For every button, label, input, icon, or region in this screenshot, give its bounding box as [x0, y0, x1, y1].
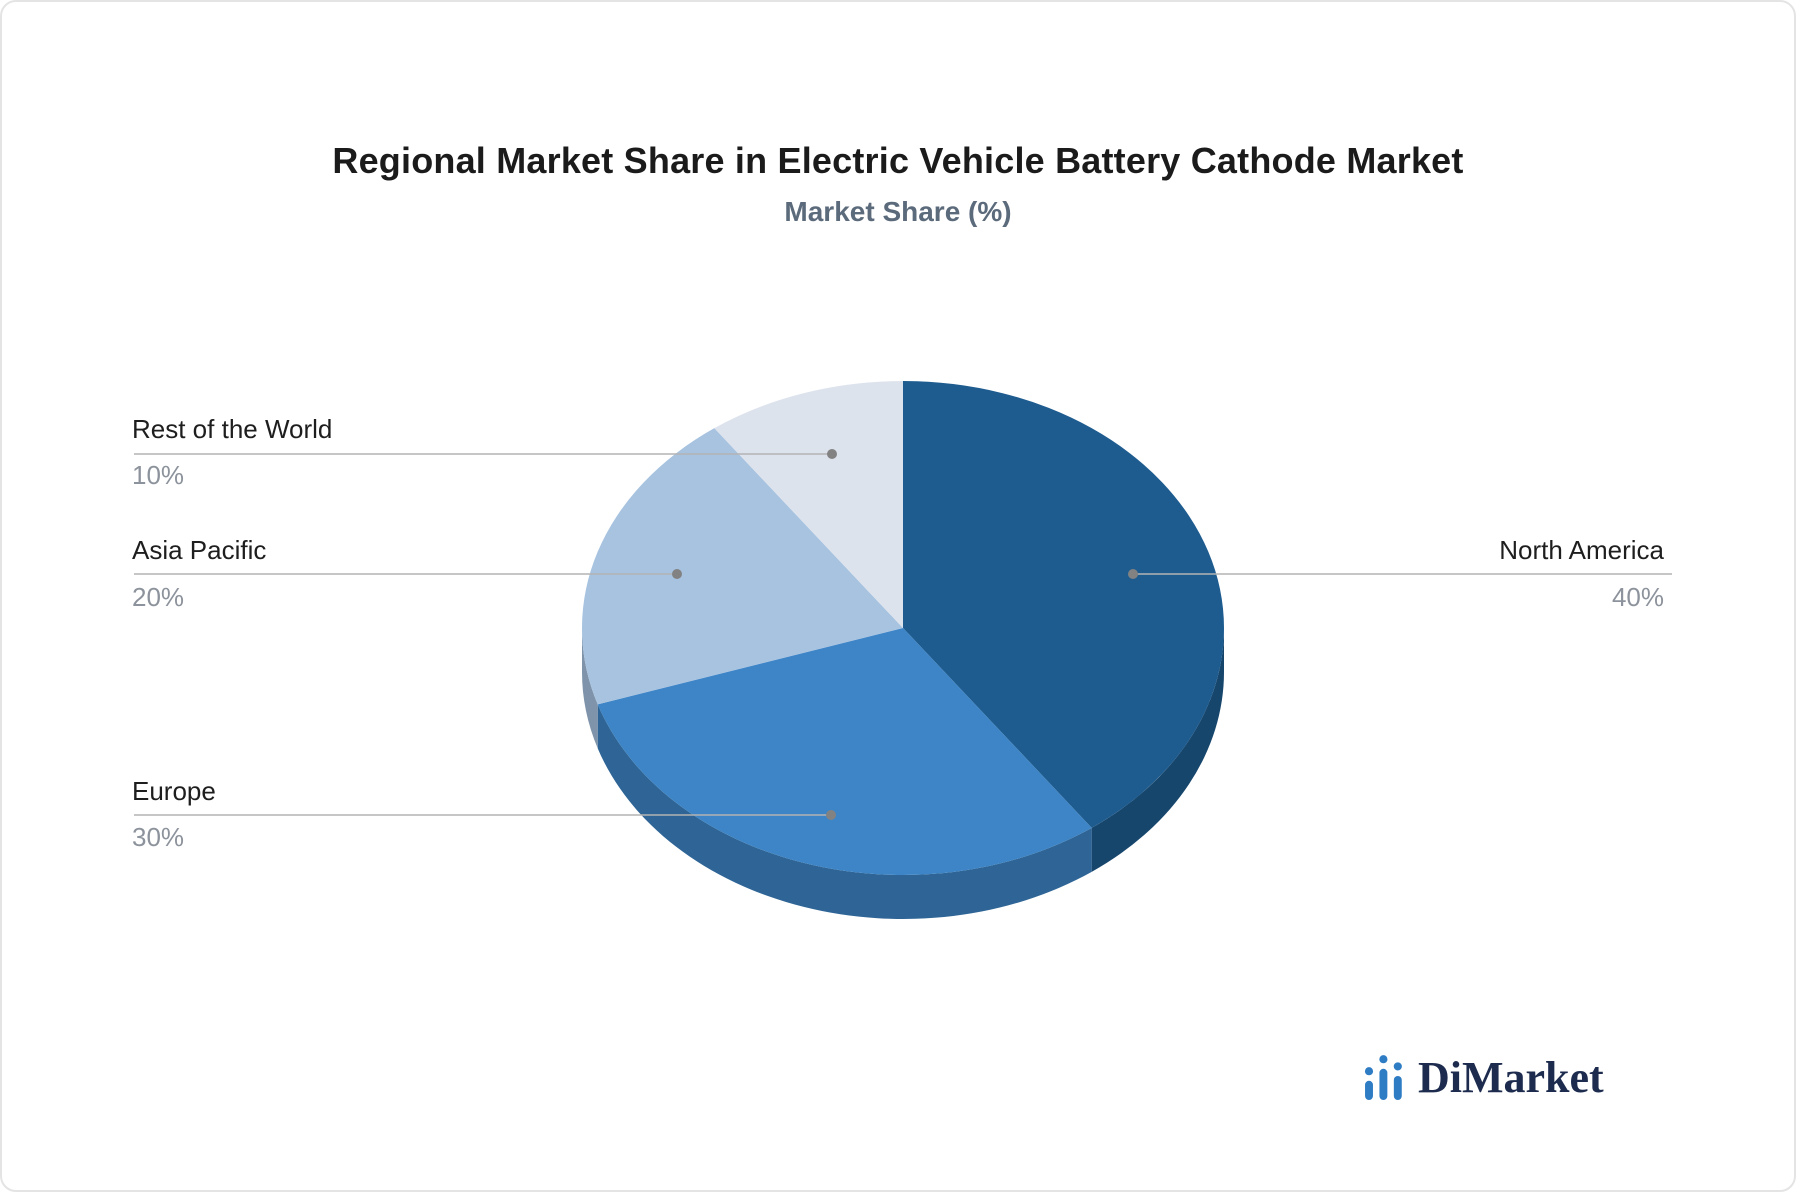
pie-slice-side-asia-pacific	[582, 628, 598, 749]
value-rest-of-the-world: 10%	[132, 460, 185, 490]
label-asia-pacific: Asia Pacific	[132, 535, 267, 565]
pie-slice-side-europe	[597, 704, 1092, 920]
value-north-america: 40%	[1611, 582, 1664, 612]
dimarket-logo: DiMarket	[1362, 1052, 1604, 1100]
callout-dot-asia-pacific	[672, 569, 682, 579]
dimarket-logo-text: DiMarket	[1418, 1053, 1604, 1102]
chart-subtitle: Market Share (%)	[784, 196, 1012, 227]
pie-slice-side-north-america	[1091, 628, 1224, 872]
pie-slice-asia-pacific	[582, 428, 903, 705]
callout-dot-rest-of-the-world	[827, 449, 837, 459]
value-asia-pacific: 20%	[132, 582, 185, 612]
callout-dot-north-america	[1128, 569, 1138, 579]
pie-slice-europe	[597, 628, 1092, 876]
dimarket-logo-icon	[1364, 1055, 1402, 1100]
label-north-america: North America	[1499, 535, 1664, 565]
pie-slice-rest-of-the-world	[714, 381, 903, 628]
label-rest-of-the-world: Rest of the World	[132, 414, 333, 444]
label-europe: Europe	[132, 776, 216, 806]
pie-slice-north-america	[903, 381, 1224, 828]
chart-title: Regional Market Share in Electric Vehicl…	[332, 140, 1464, 181]
value-europe: 30%	[132, 822, 185, 852]
callout-dot-europe	[826, 810, 836, 820]
